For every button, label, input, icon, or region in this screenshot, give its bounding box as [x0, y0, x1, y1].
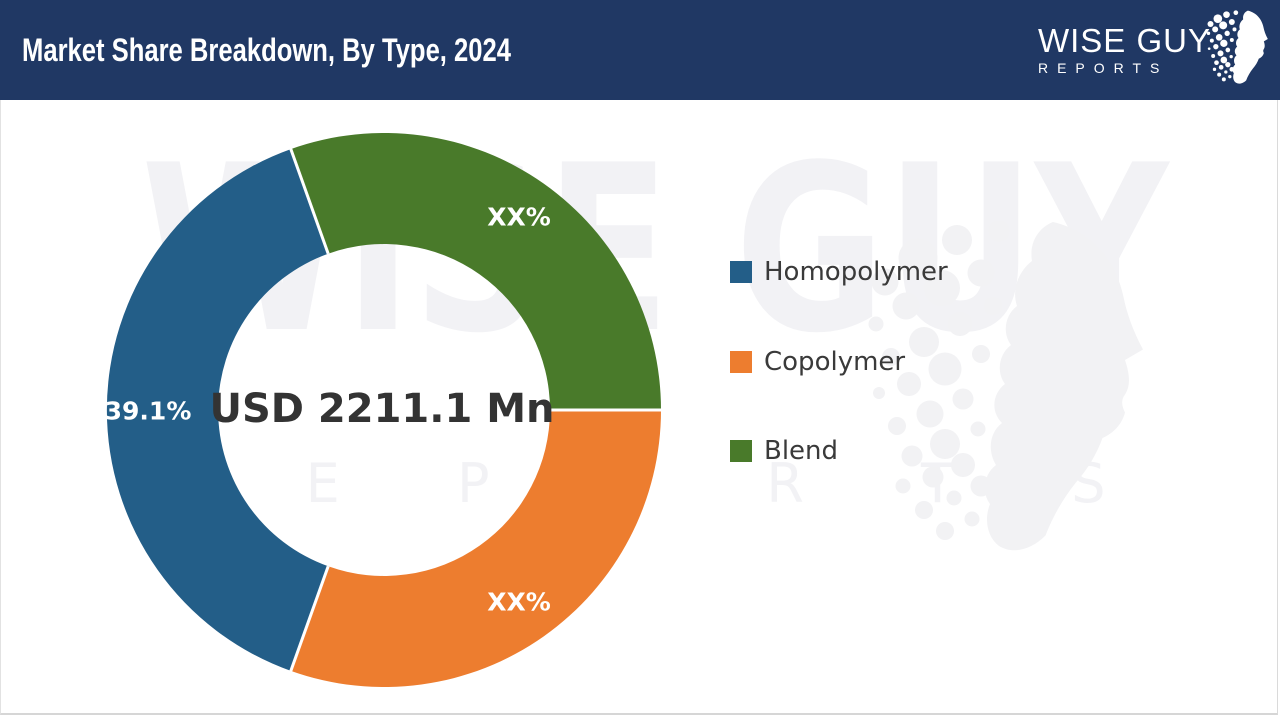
segment-label-blend: XX% — [487, 202, 551, 232]
legend-label-blend: Blend — [764, 436, 839, 466]
legend-label-copolymer: Copolymer — [764, 347, 906, 377]
legend-swatch-copolymer — [730, 351, 752, 373]
logo-wordmark: WISE GUY — [1037, 21, 1211, 59]
legend-swatch-blend — [730, 440, 752, 462]
legend-label-homopolymer: Homopolymer — [764, 257, 948, 287]
logo-head-icon — [1206, 10, 1268, 84]
segment-label-homopolymer: 39.1% — [104, 396, 192, 426]
segment-separators — [288, 144, 664, 676]
header-bar: Market Share Breakdown, By Type, 2024 WI… — [0, 0, 1280, 100]
donut-center-value: USD 2211.1 Mn — [209, 386, 555, 432]
legend-item-blend: Blend — [730, 436, 839, 466]
chart-area: WISE GUY R E P O R T S 39.1% XX% XX% USD… — [0, 100, 1278, 715]
legend-item-copolymer: Copolymer — [730, 347, 906, 377]
segment-copolymer — [290, 410, 661, 688]
segment-homopolymer — [106, 149, 329, 671]
brand-logo: WISE GUY REPORTS — [1038, 0, 1272, 100]
legend-swatch-homopolymer — [730, 261, 752, 283]
segment-label-copolymer: XX% — [487, 587, 551, 617]
brand-logo-text: WISE GUY REPORTS — [1037, 21, 1211, 77]
page-title: Market Share Breakdown, By Type, 2024 — [22, 31, 511, 68]
segment-blend — [290, 132, 661, 410]
legend-item-homopolymer: Homopolymer — [730, 257, 948, 287]
donut-chart — [106, 132, 664, 688]
logo-subtitle: REPORTS — [1037, 60, 1169, 77]
